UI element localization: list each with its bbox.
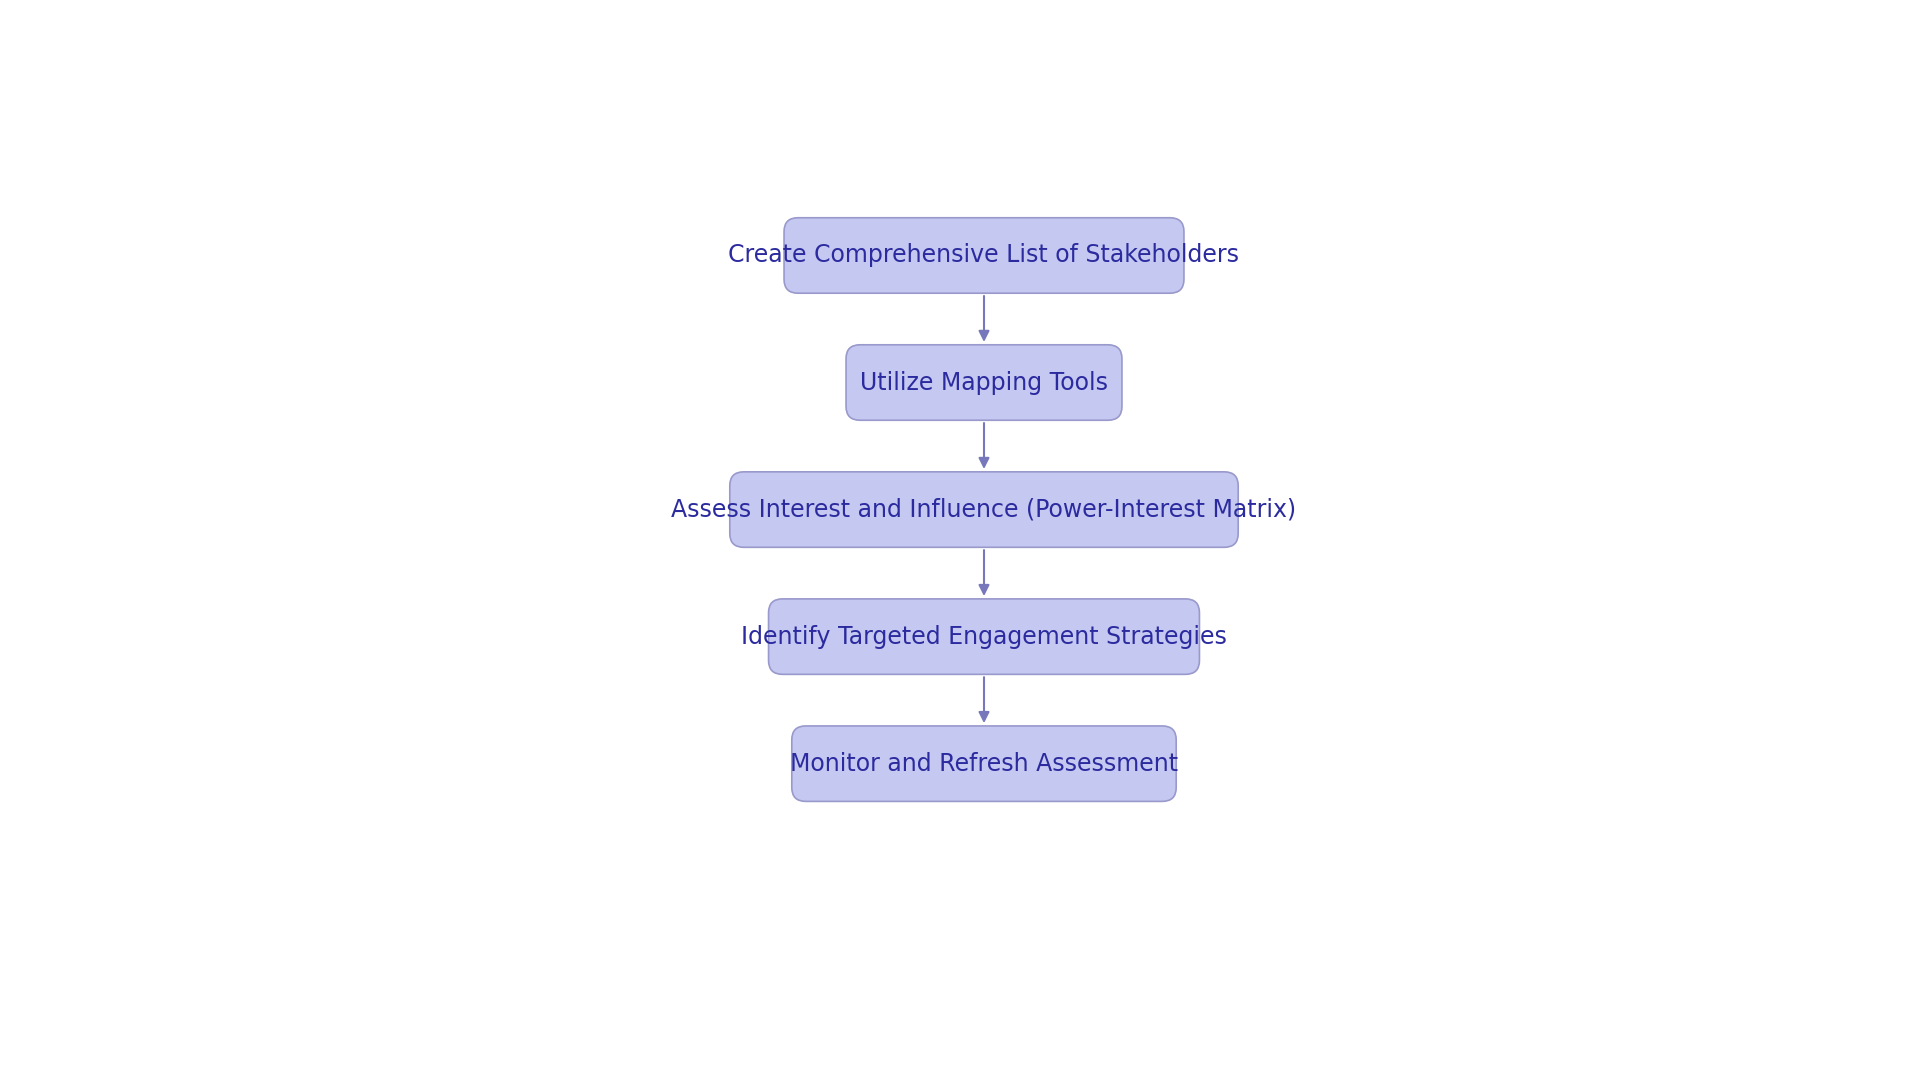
FancyBboxPatch shape	[847, 344, 1121, 420]
FancyBboxPatch shape	[730, 472, 1238, 547]
FancyBboxPatch shape	[783, 218, 1185, 293]
Text: Utilize Mapping Tools: Utilize Mapping Tools	[860, 370, 1108, 394]
Text: Monitor and Refresh Assessment: Monitor and Refresh Assessment	[789, 752, 1179, 775]
Text: Create Comprehensive List of Stakeholders: Create Comprehensive List of Stakeholder…	[728, 244, 1240, 268]
FancyBboxPatch shape	[768, 599, 1200, 675]
Text: Assess Interest and Influence (Power-Interest Matrix): Assess Interest and Influence (Power-Int…	[672, 497, 1296, 522]
Text: Identify Targeted Engagement Strategies: Identify Targeted Engagement Strategies	[741, 625, 1227, 649]
FancyBboxPatch shape	[791, 726, 1177, 801]
